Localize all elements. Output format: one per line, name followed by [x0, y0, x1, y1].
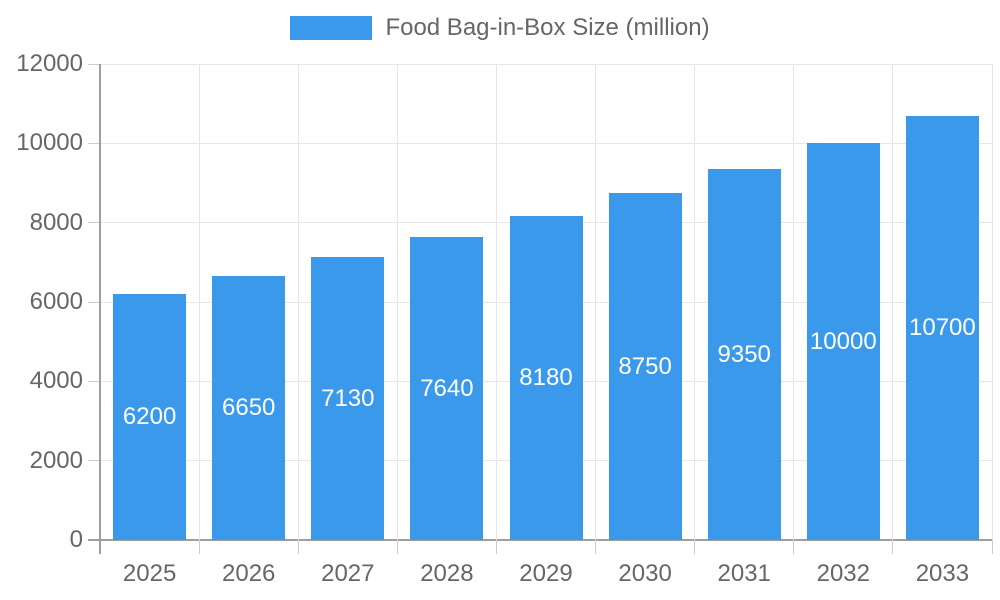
x-tick [595, 540, 597, 554]
gridline-x [892, 64, 894, 540]
gridline-x [297, 64, 299, 540]
x-tick [991, 540, 993, 554]
bar[interactable] [311, 257, 385, 540]
legend-item[interactable]: Food Bag-in-Box Size (million) [290, 14, 710, 43]
x-tick [198, 540, 200, 554]
gridline-x [793, 64, 795, 540]
bar-value-label: 10000 [809, 327, 877, 355]
x-tick [396, 540, 398, 554]
x-axis-label: 2030 [618, 560, 672, 587]
bar-value-label: 9350 [717, 340, 771, 368]
bar-value-label: 6650 [221, 394, 276, 422]
x-axis-label: 2029 [519, 560, 573, 587]
x-axis-line [88, 539, 992, 541]
bar-value-label: 8750 [618, 352, 672, 380]
x-tick [495, 540, 497, 554]
legend-label: Food Bag-in-Box Size (million) [385, 14, 710, 41]
y-axis-label: 4000 [29, 367, 83, 395]
y-axis-label: 12000 [16, 50, 83, 77]
y-tick [88, 142, 100, 144]
gridline-x [595, 64, 597, 540]
x-axis-label: 2032 [816, 560, 870, 587]
x-axis-label: 2026 [221, 560, 276, 587]
gridline-y [100, 63, 992, 65]
bar[interactable] [113, 294, 187, 540]
gridline-x [495, 64, 497, 540]
bar-value-label: 10700 [909, 313, 976, 341]
gridline-x [991, 64, 993, 540]
gridline-x [694, 64, 696, 540]
y-tick [88, 301, 100, 303]
y-axis-label: 10000 [16, 129, 83, 157]
x-axis-label: 2033 [915, 560, 970, 587]
bar-value-label: 7130 [321, 384, 375, 412]
bar[interactable] [509, 215, 583, 540]
bar-value-label: 8180 [519, 363, 573, 391]
y-axis-label: 6000 [29, 288, 83, 315]
plot-area: 0 2000 4000 6000 8000 10000 12000 6200 2025 6650 2… [16, 50, 993, 587]
bar[interactable] [806, 143, 880, 540]
bar[interactable] [212, 276, 286, 540]
y-tick [88, 63, 100, 65]
y-axis-label: 0 [69, 526, 83, 553]
x-axis-label: 2025 [122, 560, 177, 587]
y-tick [88, 380, 100, 382]
bar-value-label: 6200 [122, 403, 177, 430]
y-axis-label: 2000 [29, 446, 83, 474]
x-tick [892, 540, 894, 554]
x-axis-label: 2028 [420, 560, 474, 587]
x-tick [694, 540, 696, 554]
bar[interactable] [707, 169, 781, 540]
bar[interactable] [905, 115, 979, 540]
x-axis-label: 2031 [717, 560, 771, 587]
y-axis-line [99, 64, 101, 554]
y-tick [88, 222, 100, 224]
gridline-x [198, 64, 200, 540]
bar[interactable] [410, 236, 484, 540]
bar[interactable] [608, 192, 682, 540]
x-tick [793, 540, 795, 554]
gridline-x [396, 64, 398, 540]
x-tick [297, 540, 299, 554]
legend-swatch [290, 16, 373, 41]
x-axis-label: 2027 [321, 560, 375, 587]
gridline-y [100, 142, 992, 144]
legend: Food Bag-in-Box Size (million) [0, 14, 1000, 43]
y-tick [88, 460, 100, 462]
bar-value-label: 7640 [420, 374, 474, 402]
y-axis-label: 8000 [29, 208, 83, 236]
